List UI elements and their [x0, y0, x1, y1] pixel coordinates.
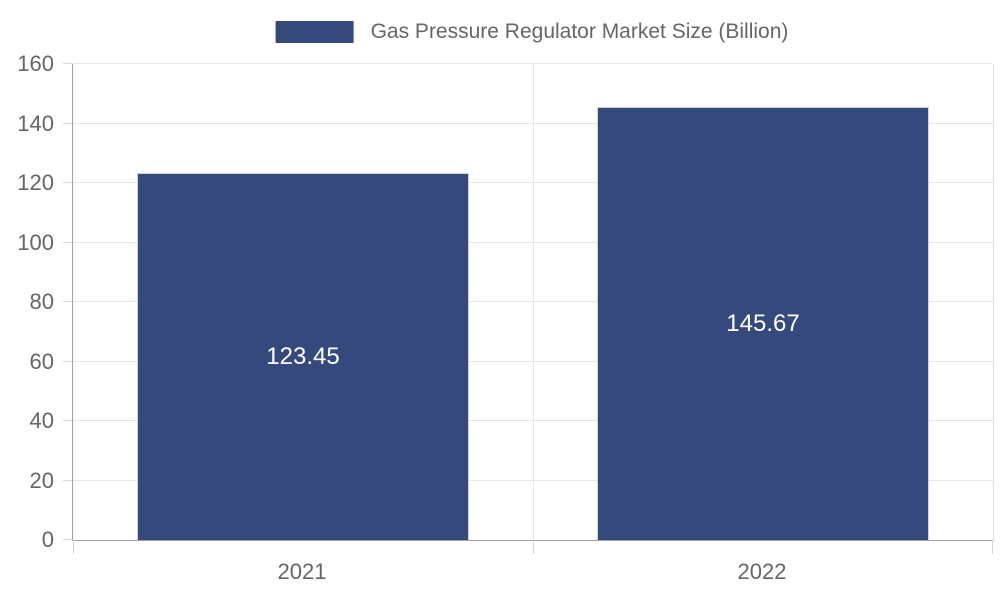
x-axis: 2021 2022	[72, 559, 992, 585]
bar-2021[interactable]: 123.45	[137, 172, 469, 540]
bar-value-label: 145.67	[726, 309, 800, 337]
y-tick	[63, 360, 72, 362]
y-tick	[63, 182, 72, 183]
y-axis-label: 40	[29, 408, 54, 433]
y-axis-label: 60	[29, 348, 54, 374]
plot-area: 123.45 145.67	[63, 63, 994, 554]
y-tick	[63, 122, 72, 124]
y-axis-label: 120	[17, 170, 54, 195]
y-tick	[63, 241, 72, 243]
y-axis-label: 0	[41, 527, 54, 552]
y-tick	[63, 539, 72, 540]
category-gridline	[533, 64, 534, 540]
legend[interactable]: Gas Pressure Regulator Market Size (Bill…	[275, 20, 789, 44]
y-tick	[63, 301, 72, 302]
legend-swatch	[275, 21, 354, 43]
x-axis-label-2022: 2022	[737, 559, 787, 584]
y-axis-label: 140	[17, 110, 54, 136]
x-tick	[73, 540, 74, 554]
x-tick	[992, 540, 993, 554]
bar-value-label: 123.45	[266, 342, 340, 370]
y-axis-label: 20	[29, 467, 54, 493]
y-tick	[63, 420, 72, 421]
y-tick	[63, 63, 72, 64]
y-axis: 0 20 40 60 80 100 120 140 160	[0, 53, 54, 551]
y-tick	[63, 479, 72, 481]
y-axis-label: 160	[17, 51, 54, 76]
gridline	[73, 63, 993, 64]
y-axis-label: 100	[17, 229, 54, 255]
bar-2022[interactable]: 145.67	[597, 106, 929, 540]
x-axis-label-2021: 2021	[277, 559, 327, 584]
legend-label: Gas Pressure Regulator Market Size (Bill…	[370, 20, 789, 43]
x-tick	[533, 540, 534, 554]
y-axis-label: 80	[29, 289, 54, 314]
